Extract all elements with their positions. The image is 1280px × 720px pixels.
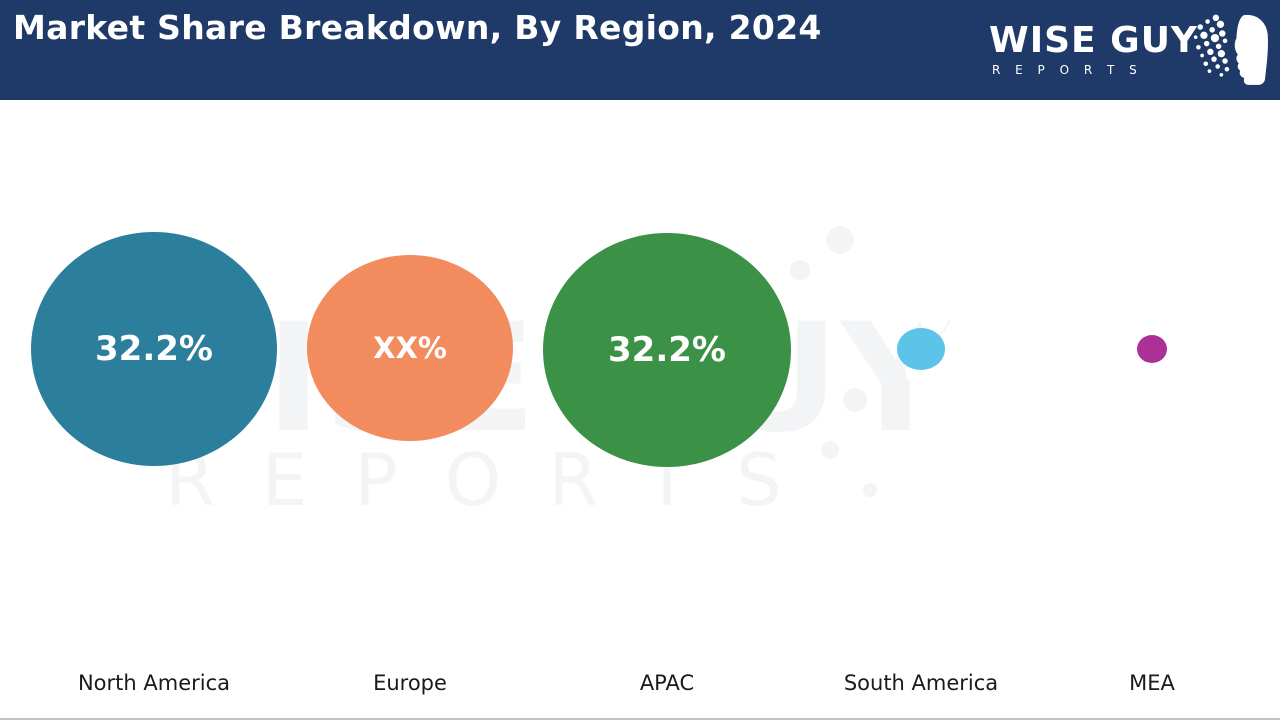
logo-name: WISE GUY bbox=[988, 20, 1198, 61]
region-label-mea: MEA bbox=[1129, 671, 1175, 695]
dotted-head-icon bbox=[1193, 14, 1268, 85]
region-label-apac: APAC bbox=[639, 671, 695, 695]
bubble-apac: 32.2% bbox=[543, 233, 791, 467]
logo-tagline: R E P O R T S bbox=[991, 63, 1143, 77]
page-title: Market Share Breakdown, By Region, 2024 bbox=[13, 8, 822, 47]
bubble-mea bbox=[1137, 335, 1167, 363]
logo-text: WISE GUY R E P O R T S bbox=[988, 20, 1198, 78]
bottom-divider bbox=[0, 718, 1280, 720]
bubble-value-europe: XX% bbox=[373, 331, 447, 365]
bubble-north-america: 32.2% bbox=[31, 232, 277, 466]
bubble-south-america bbox=[897, 328, 945, 370]
bubble-value-apac: 32.2% bbox=[608, 330, 726, 370]
header-bar: Market Share Breakdown, By Region, 2024 … bbox=[0, 0, 1280, 100]
bubble-europe: XX% bbox=[307, 255, 513, 441]
region-label-south-america: South America bbox=[843, 671, 999, 695]
bubble-value-north-america: 32.2% bbox=[95, 329, 213, 369]
wise-guy-logo: WISE GUY R E P O R T S bbox=[989, 12, 1270, 88]
region-label-north-america: North America bbox=[77, 671, 231, 695]
region-label-europe: Europe bbox=[373, 671, 447, 695]
